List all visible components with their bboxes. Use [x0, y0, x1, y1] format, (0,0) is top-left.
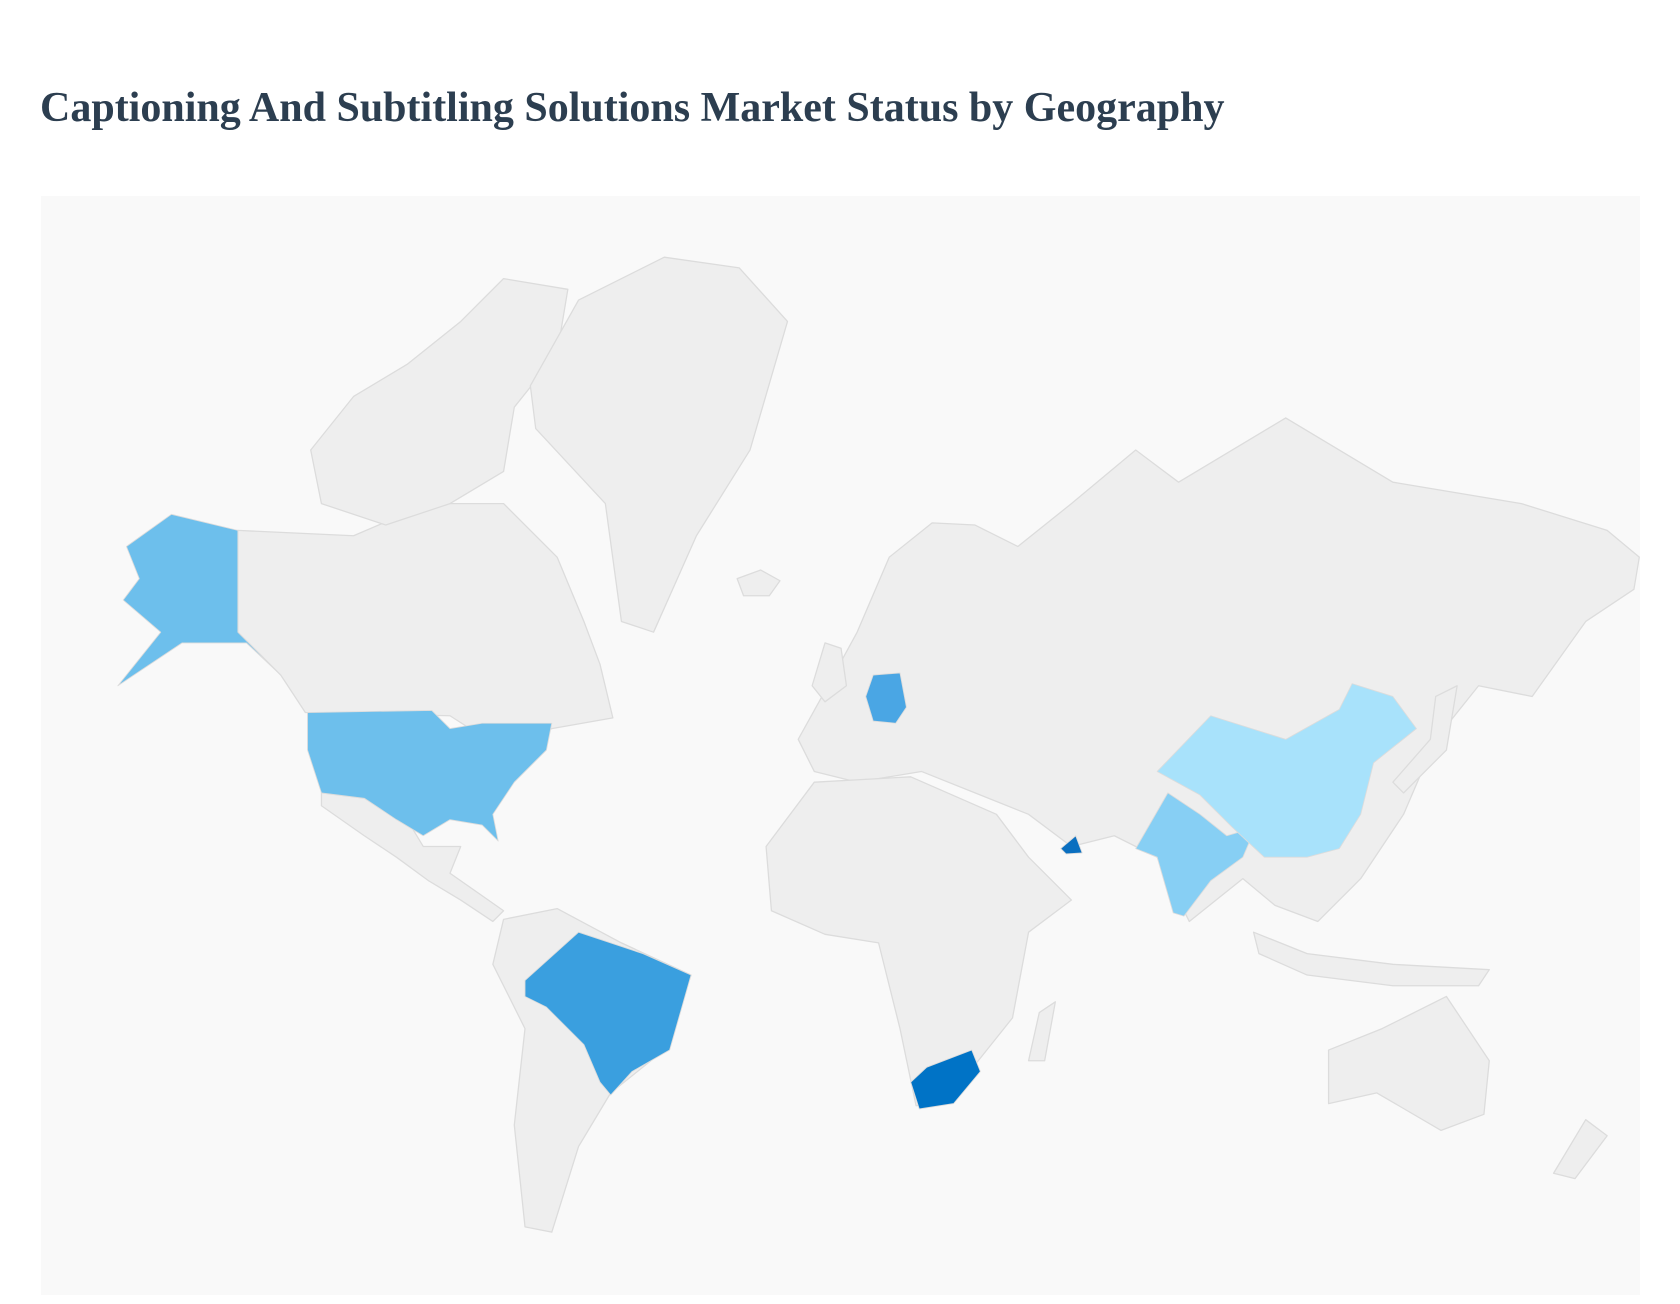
land-africa[interactable] [765, 776, 1073, 1107]
region-brazil[interactable]: Brazil [524, 931, 692, 1096]
land-australia[interactable] [1327, 995, 1490, 1132]
region-united-states[interactable]: United States [307, 709, 553, 842]
page-title: Captioning And Subtitling Solutions Mark… [40, 85, 1225, 131]
land-greenland[interactable] [529, 256, 789, 633]
region-china[interactable]: China [1156, 683, 1417, 858]
region-uae[interactable]: United Arab Emirates [1060, 835, 1083, 855]
land-southeast-asia-islands[interactable] [1252, 931, 1490, 987]
land-iceland[interactable] [736, 569, 781, 597]
land-canada[interactable] [237, 502, 614, 751]
land-eurasia[interactable] [797, 417, 1640, 923]
region-germany[interactable]: Germany [865, 672, 907, 724]
land-uk[interactable] [811, 642, 848, 703]
land-madagascar[interactable] [1027, 1001, 1056, 1062]
land-arctic-islands[interactable] [310, 277, 569, 526]
region-south-africa[interactable]: South Africa [910, 1049, 981, 1110]
land-new-zealand[interactable] [1552, 1119, 1608, 1180]
region-alaska[interactable]: United States [117, 513, 282, 687]
region-india[interactable]: India [1135, 792, 1257, 917]
land-japan[interactable] [1392, 685, 1458, 794]
highlighted-countries: United States United States Brazil Germa… [117, 513, 1417, 1110]
